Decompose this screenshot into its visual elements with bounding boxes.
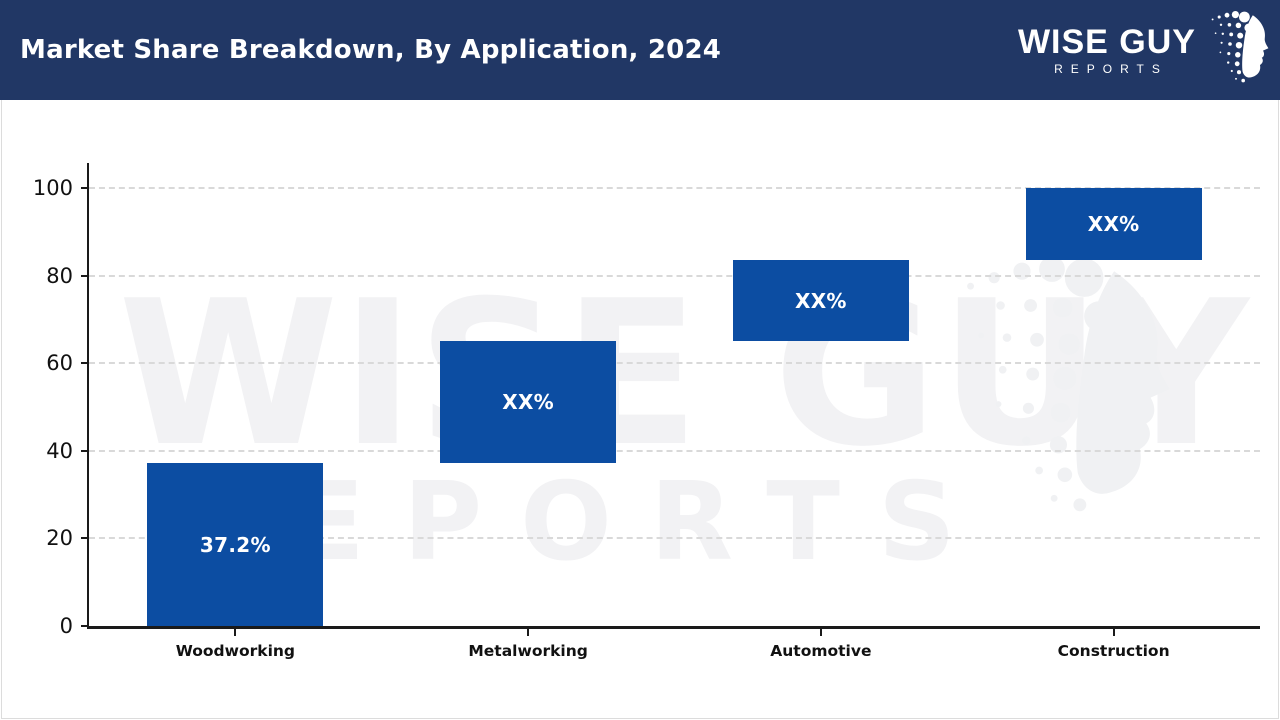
x-tick-label-metalworking: Metalworking [468,642,588,660]
x-tick-label-woodworking: Woodworking [175,642,296,660]
y-axis-tick-40 [81,449,89,452]
brand-head-icon [1211,11,1269,83]
bar-value-label: 37.2% [199,532,271,557]
y-axis-tick-0 [81,625,89,627]
header-bar: Market Share Breakdown, By Application, … [0,0,1280,100]
x-axis-tick-2 [819,629,822,636]
page-title: Market Share Breakdown, By Application, … [20,35,722,65]
gridline-40 [89,449,1260,452]
y-tick-label-20: 20 [46,526,73,551]
brand-name: WISE GUY [1017,23,1196,61]
x-tick-label-construction: Construction [1057,642,1170,660]
y-axis-tick-100 [81,187,89,189]
y-tick-label-60: 60 [46,351,73,376]
y-tick-label-0: 0 [59,614,73,638]
brand-logo: WISE GUY REPORTS [1018,6,1270,94]
y-axis-tick-80 [81,274,89,277]
x-axis-tick-3 [1112,629,1115,636]
y-tick-label-100: 100 [32,176,73,200]
bar-metalworking: XX% [440,341,617,464]
x-axis-line [87,626,1260,629]
bar-value-label: XX% [1087,212,1140,237]
bar-value-label: XX% [502,390,555,415]
y-tick-label-80: 80 [46,263,73,288]
watermark: WISE GUY REPORTS [0,100,1280,720]
y-tick-label-40: 40 [46,438,73,463]
bar-automotive: XX% [732,260,909,342]
brand-text: WISE GUY REPORTS [1018,24,1196,76]
gridline-100 [89,187,1260,189]
y-axis-tick-60 [81,362,89,365]
bar-woodworking: 37.2% [147,463,324,626]
x-axis-tick-1 [527,629,530,636]
gridline-60 [89,362,1260,365]
x-tick-label-automotive: Automotive [770,642,872,660]
gridline-20 [89,537,1260,540]
bar-construction: XX% [1025,188,1202,261]
gridline-80 [89,274,1260,277]
x-axis-tick-0 [234,629,237,636]
bar-value-label: XX% [794,288,847,313]
brand-subtitle: REPORTS [1054,62,1168,76]
y-axis-line [87,163,89,629]
y-axis-tick-20 [81,537,89,540]
